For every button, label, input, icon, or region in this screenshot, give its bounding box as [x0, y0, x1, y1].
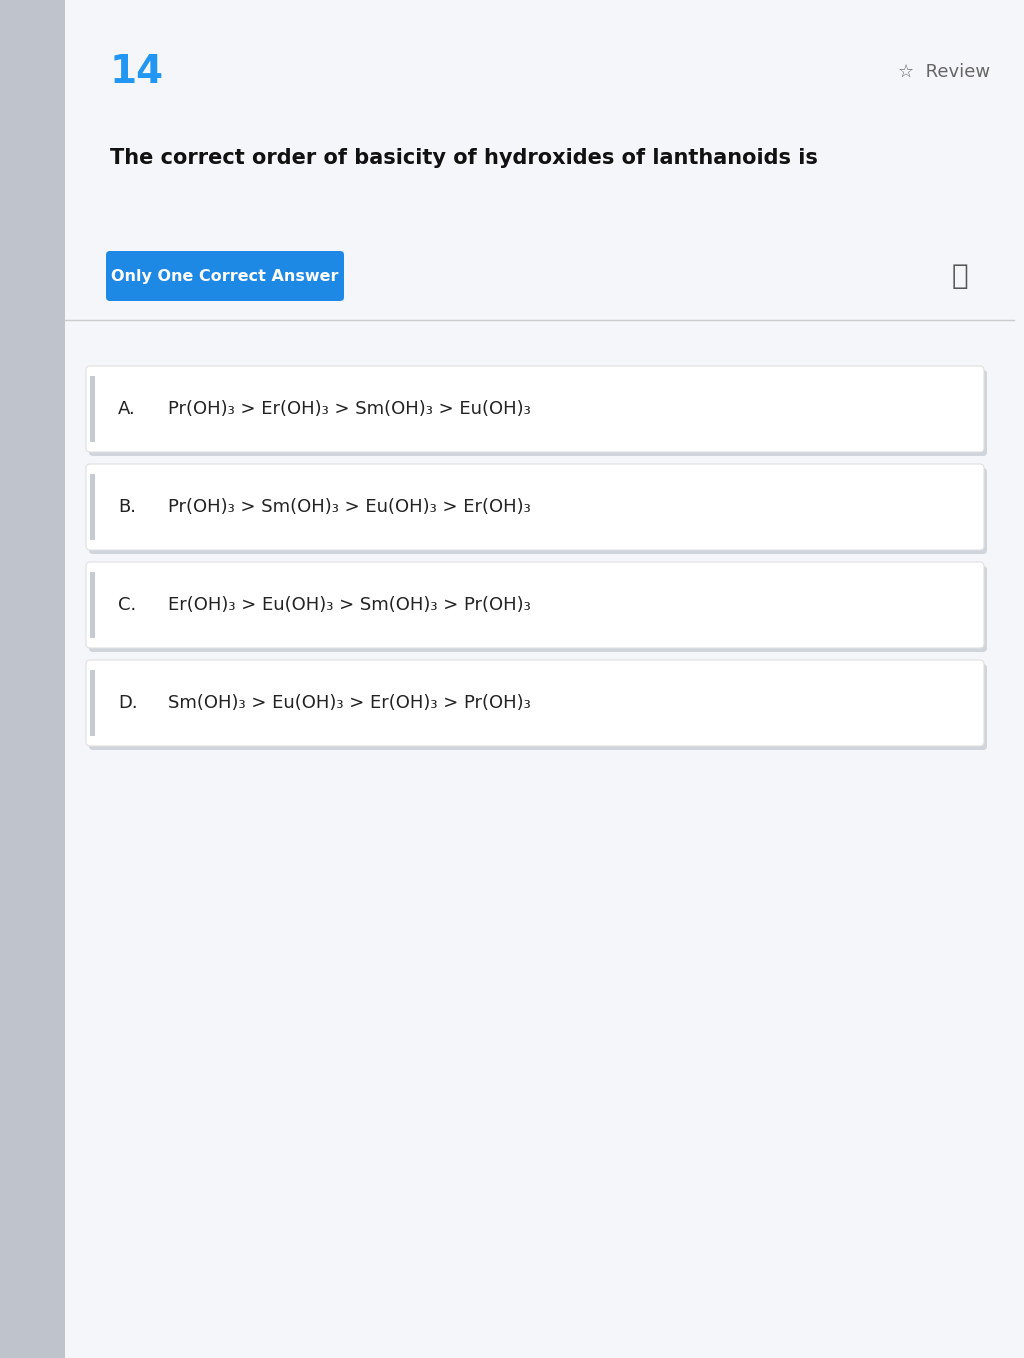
- FancyBboxPatch shape: [86, 464, 984, 550]
- Text: Only One Correct Answer: Only One Correct Answer: [112, 269, 339, 284]
- Text: ☆  Review: ☆ Review: [898, 62, 990, 81]
- FancyBboxPatch shape: [86, 660, 984, 746]
- Text: B.: B.: [118, 498, 136, 516]
- Text: Pr(OH)₃ > Er(OH)₃ > Sm(OH)₃ > Eu(OH)₃: Pr(OH)₃ > Er(OH)₃ > Sm(OH)₃ > Eu(OH)₃: [168, 401, 530, 418]
- FancyBboxPatch shape: [89, 566, 987, 652]
- Text: D.: D.: [118, 694, 137, 712]
- FancyBboxPatch shape: [89, 664, 987, 750]
- Text: Pr(OH)₃ > Sm(OH)₃ > Eu(OH)₃ > Er(OH)₃: Pr(OH)₃ > Sm(OH)₃ > Eu(OH)₃ > Er(OH)₃: [168, 498, 530, 516]
- Bar: [0, 0, 65, 1358]
- Bar: [90, 474, 95, 540]
- Text: Er(OH)₃ > Eu(OH)₃ > Sm(OH)₃ > Pr(OH)₃: Er(OH)₃ > Eu(OH)₃ > Sm(OH)₃ > Pr(OH)₃: [168, 596, 530, 614]
- Text: The correct order of basicity of hydroxides of lanthanoids is: The correct order of basicity of hydroxi…: [110, 148, 818, 168]
- Text: 14: 14: [110, 53, 164, 91]
- Text: ⓘ: ⓘ: [951, 262, 969, 291]
- Text: C.: C.: [118, 596, 136, 614]
- FancyBboxPatch shape: [86, 367, 984, 452]
- FancyBboxPatch shape: [89, 369, 987, 456]
- FancyBboxPatch shape: [86, 562, 984, 648]
- Text: A.: A.: [118, 401, 136, 418]
- FancyBboxPatch shape: [89, 469, 987, 554]
- Bar: [90, 572, 95, 638]
- FancyBboxPatch shape: [106, 251, 344, 301]
- Bar: [90, 669, 95, 736]
- Text: Sm(OH)₃ > Eu(OH)₃ > Er(OH)₃ > Pr(OH)₃: Sm(OH)₃ > Eu(OH)₃ > Er(OH)₃ > Pr(OH)₃: [168, 694, 530, 712]
- Bar: [90, 376, 95, 441]
